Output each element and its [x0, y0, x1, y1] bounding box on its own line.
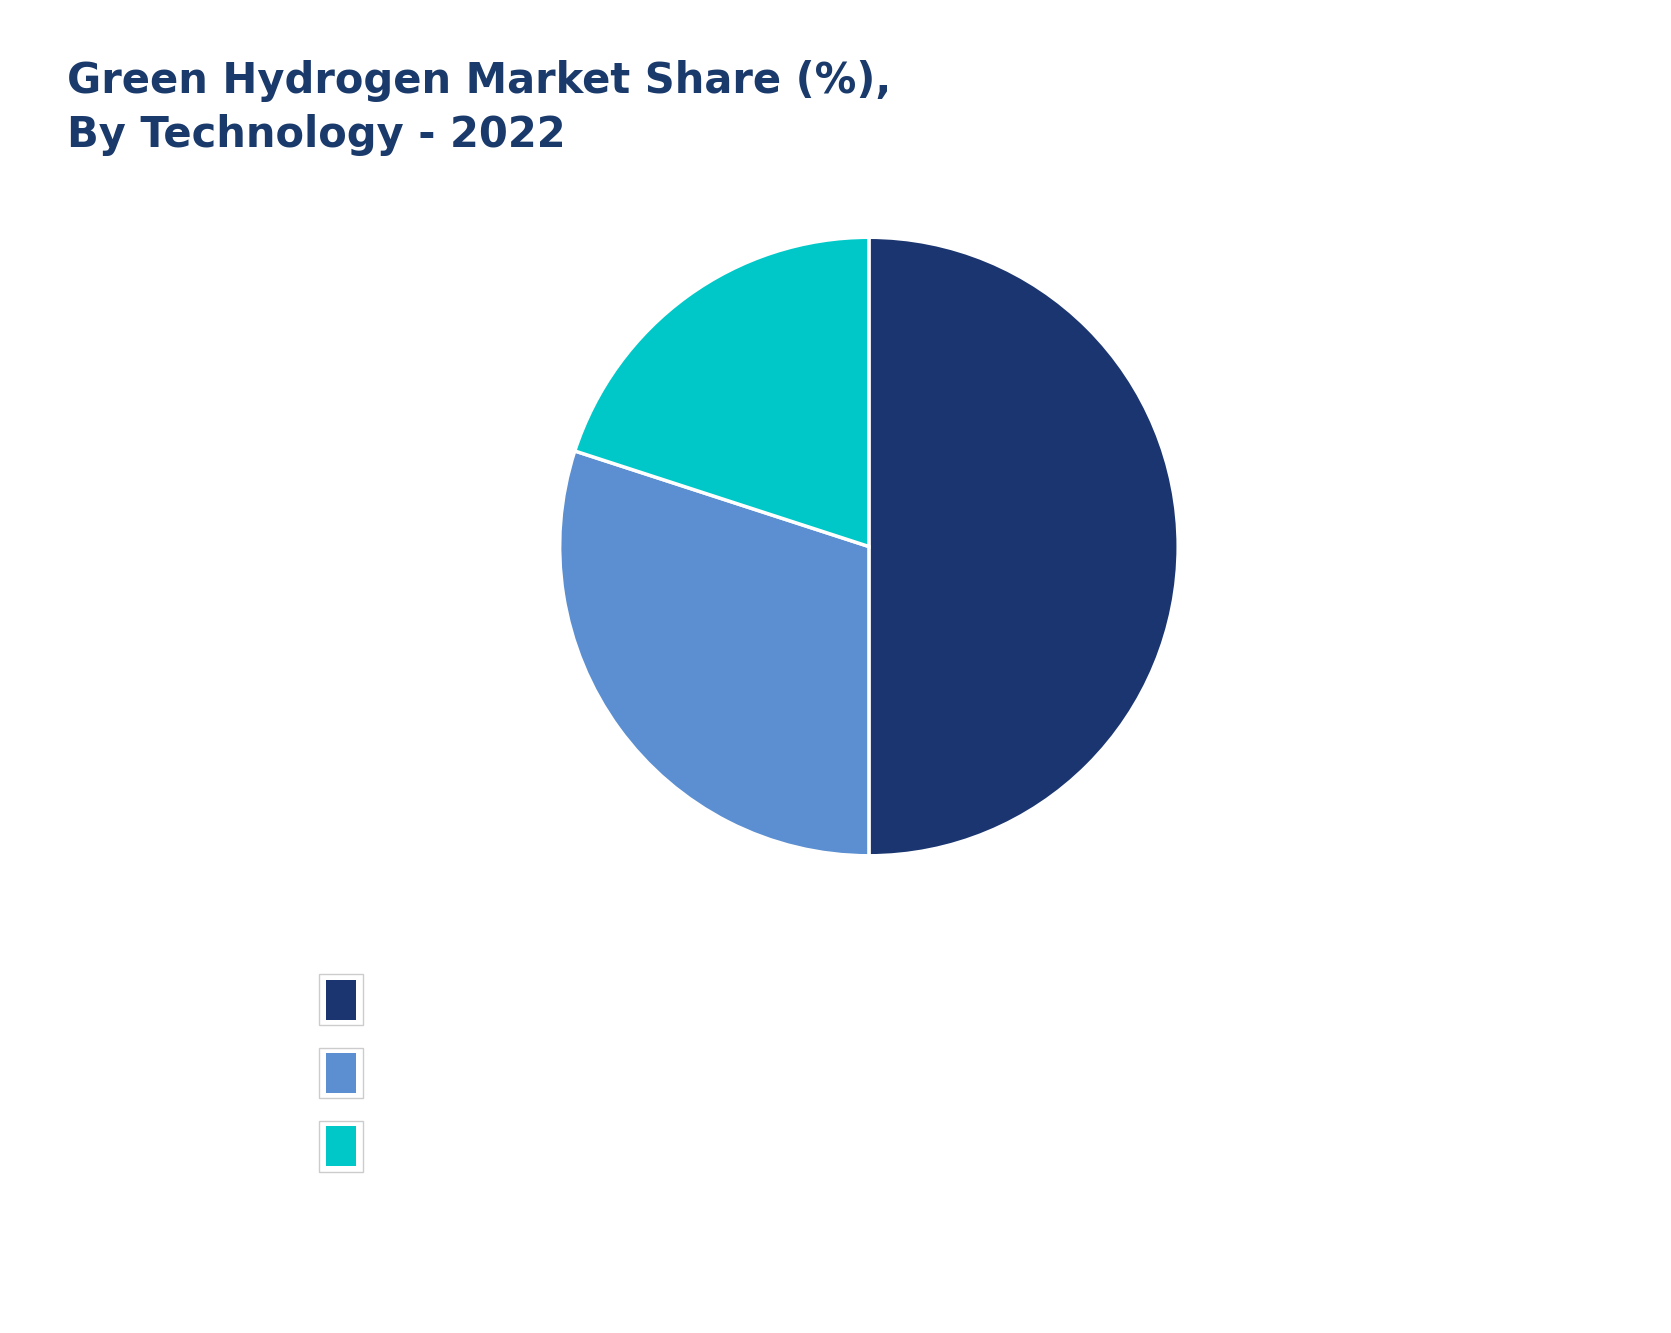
- Bar: [319, 974, 363, 1025]
- Bar: [326, 1053, 356, 1093]
- Bar: [326, 1126, 356, 1166]
- Wedge shape: [560, 451, 869, 856]
- Bar: [326, 980, 356, 1020]
- Wedge shape: [869, 237, 1178, 856]
- Wedge shape: [575, 237, 869, 547]
- Bar: [319, 1048, 363, 1098]
- Text: Green Hydrogen Market Share (%),
By Technology - 2022: Green Hydrogen Market Share (%), By Tech…: [67, 60, 891, 156]
- Bar: [319, 1121, 363, 1172]
